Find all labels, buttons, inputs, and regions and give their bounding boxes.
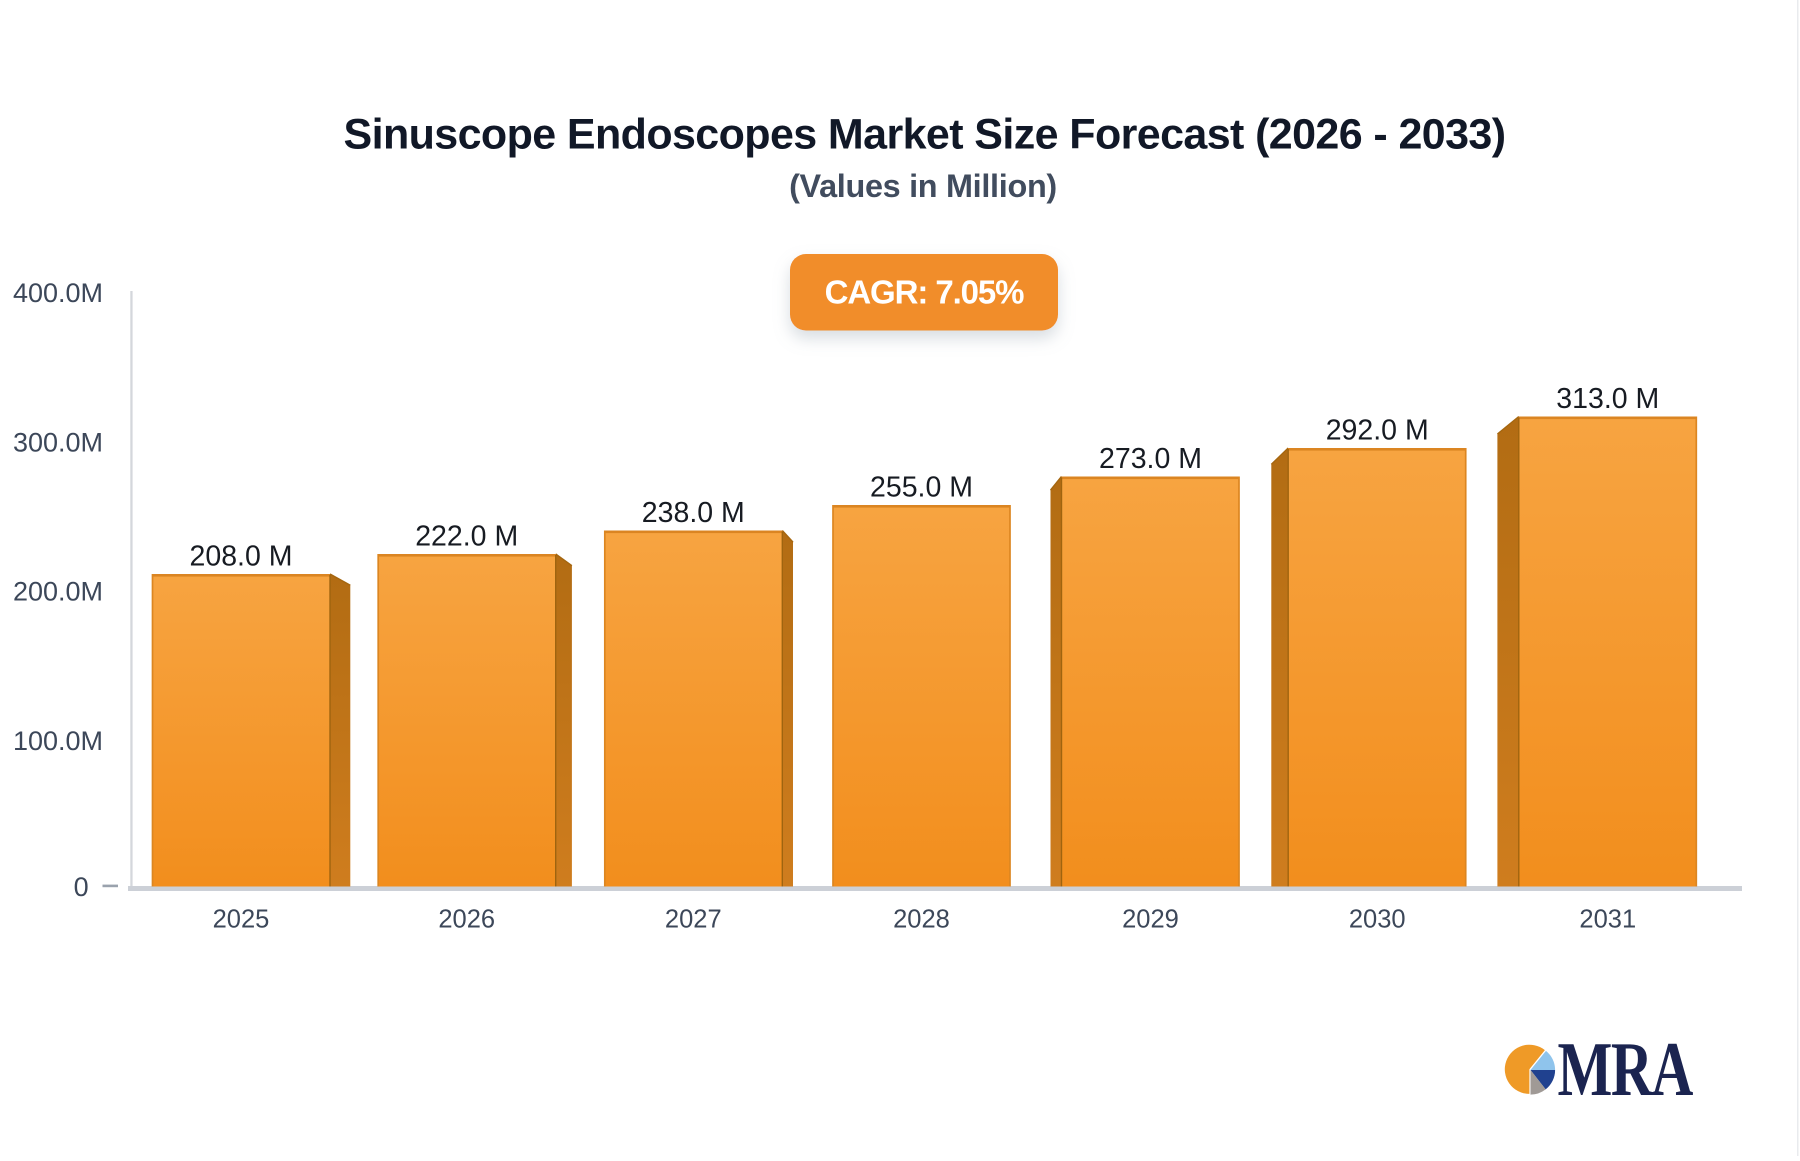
svg-text:313.0 M: 313.0 M — [1556, 383, 1659, 415]
svg-text:100.0M: 100.0M — [13, 726, 103, 756]
svg-text:200.0M: 200.0M — [13, 576, 103, 606]
svg-text:2025: 2025 — [213, 905, 270, 933]
svg-text:CAGR: 7.05%: CAGR: 7.05% — [825, 273, 1025, 310]
svg-text:208.0 M: 208.0 M — [190, 540, 293, 572]
svg-text:MRA: MRA — [1558, 1026, 1694, 1112]
svg-text:292.0 M: 292.0 M — [1326, 414, 1429, 446]
svg-text:2026: 2026 — [438, 905, 495, 933]
svg-text:0: 0 — [74, 872, 89, 902]
svg-text:2031: 2031 — [1579, 905, 1636, 933]
svg-text:238.0 M: 238.0 M — [642, 497, 745, 529]
svg-text:300.0M: 300.0M — [13, 428, 103, 458]
svg-text:273.0 M: 273.0 M — [1099, 443, 1202, 475]
svg-text:255.0 M: 255.0 M — [870, 471, 973, 503]
svg-text:Sinuscope Endoscopes Market Si: Sinuscope Endoscopes Market Size Forecas… — [344, 110, 1506, 158]
svg-text:(Values in Million): (Values in Million) — [789, 168, 1057, 204]
svg-text:222.0 M: 222.0 M — [415, 520, 518, 552]
svg-text:2029: 2029 — [1122, 905, 1179, 933]
svg-text:2027: 2027 — [665, 905, 722, 933]
svg-text:2028: 2028 — [893, 905, 950, 933]
svg-text:400.0M: 400.0M — [13, 278, 103, 308]
svg-text:2030: 2030 — [1349, 905, 1406, 933]
